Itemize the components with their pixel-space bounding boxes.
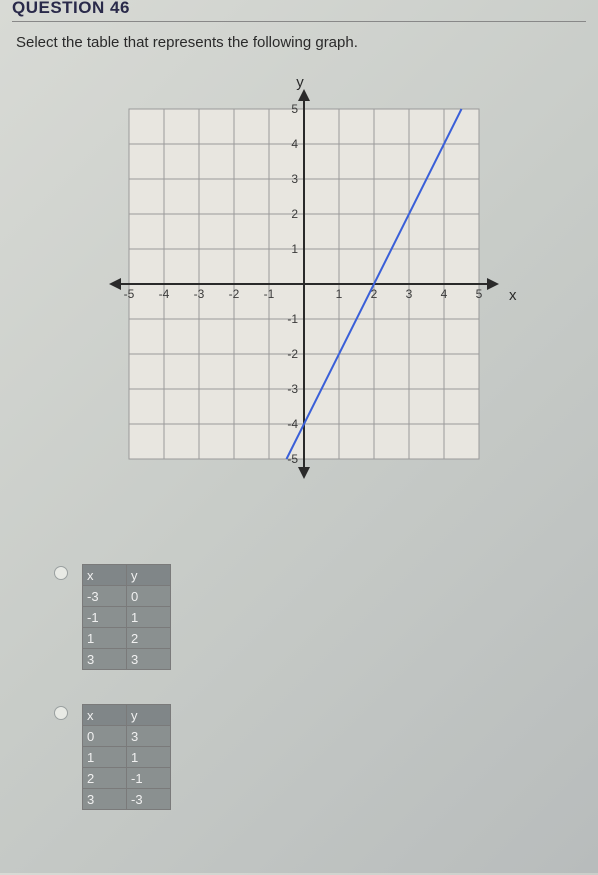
svg-text:5: 5 (476, 287, 483, 301)
svg-text:1: 1 (336, 287, 343, 301)
svg-text:-5: -5 (124, 287, 135, 301)
table-row: 3-3 (83, 789, 171, 810)
table-cell: -3 (127, 789, 171, 810)
svg-text:4: 4 (441, 287, 448, 301)
svg-text:-1: -1 (264, 287, 275, 301)
svg-text:-1: -1 (287, 312, 298, 326)
svg-text:-2: -2 (287, 347, 298, 361)
table-cell: 3 (127, 726, 171, 747)
question-prompt: Select the table that represents the fol… (16, 34, 586, 51)
radio-button[interactable] (54, 566, 68, 580)
table-cell: -3 (83, 586, 127, 607)
table-cell: -1 (83, 607, 127, 628)
table-row: 03 (83, 726, 171, 747)
table-cell: 3 (83, 649, 127, 670)
svg-text:3: 3 (406, 287, 413, 301)
table-row: -30 (83, 586, 171, 607)
table-header-cell: y (127, 705, 171, 726)
answer-table: xy-30-111233 (82, 564, 171, 670)
table-row: 12 (83, 628, 171, 649)
svg-text:x: x (509, 287, 517, 304)
table-cell: 0 (83, 726, 127, 747)
table-header-cell: x (83, 565, 127, 586)
answer-option-1[interactable]: xy03112-13-3 (54, 704, 586, 810)
table-cell: 2 (83, 768, 127, 789)
table-cell: 1 (127, 607, 171, 628)
svg-text:y: y (296, 79, 304, 91)
table-header-cell: x (83, 705, 127, 726)
table-row: -11 (83, 607, 171, 628)
question-header: QUESTION 46 (12, 0, 586, 18)
table-cell: 0 (127, 586, 171, 607)
table-row: 2-1 (83, 768, 171, 789)
table-cell: -1 (127, 768, 171, 789)
svg-text:4: 4 (291, 137, 298, 151)
table-cell: 3 (83, 789, 127, 810)
radio-button[interactable] (54, 706, 68, 720)
divider (12, 21, 586, 22)
svg-text:-4: -4 (159, 287, 170, 301)
svg-text:-3: -3 (194, 287, 205, 301)
svg-text:5: 5 (291, 102, 298, 116)
svg-text:-4: -4 (287, 417, 298, 431)
table-row: 33 (83, 649, 171, 670)
table-header-cell: y (127, 565, 171, 586)
answer-option-0[interactable]: xy-30-111233 (54, 564, 586, 670)
table-cell: 2 (127, 628, 171, 649)
table-cell: 1 (83, 628, 127, 649)
svg-text:3: 3 (291, 172, 298, 186)
svg-text:-3: -3 (287, 382, 298, 396)
table-cell: 3 (127, 649, 171, 670)
table-cell: 1 (127, 747, 171, 768)
graph: -5-4-3-2-112345-5-4-3-2-112345xy (69, 79, 529, 494)
table-row: 11 (83, 747, 171, 768)
table-cell: 1 (83, 747, 127, 768)
svg-text:1: 1 (291, 242, 298, 256)
answer-table: xy03112-13-3 (82, 704, 171, 810)
svg-text:2: 2 (291, 207, 298, 221)
svg-text:-2: -2 (229, 287, 240, 301)
